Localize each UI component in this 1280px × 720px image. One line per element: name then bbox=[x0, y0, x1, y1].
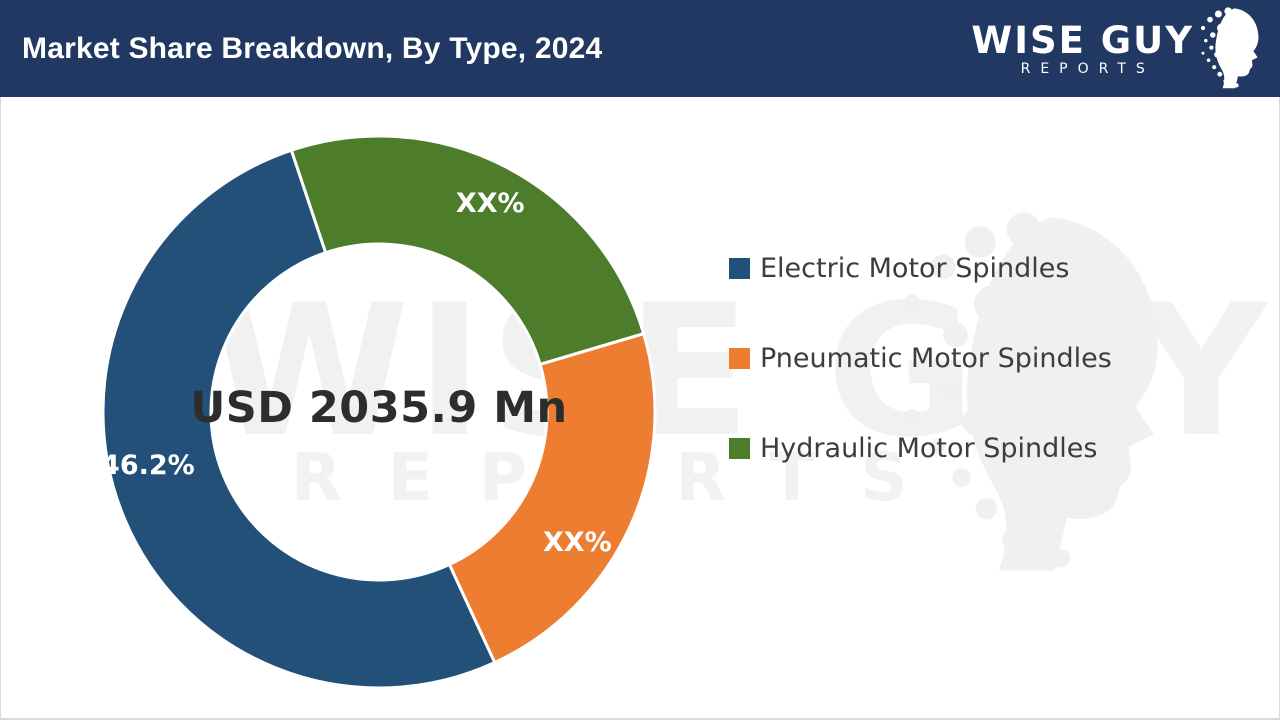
legend-item-electric-motor-spindles: Electric Motor Spindles bbox=[729, 252, 1112, 284]
chart-area: WISE GUY REPORTS 46.2%XX%XX% USD 2035.9 … bbox=[0, 97, 1280, 720]
brand-name: WISE GUY bbox=[971, 18, 1194, 62]
chart-legend: Electric Motor Spindles Pneumatic Motor S… bbox=[729, 252, 1112, 524]
legend-swatch-electric-motor-spindles bbox=[729, 257, 750, 279]
legend-item-pneumatic-motor-spindles: Pneumatic Motor Spindles bbox=[729, 342, 1112, 374]
donut-segment-hydraulic-motor-spindles bbox=[289, 134, 646, 366]
brand-subtitle: REPORTS bbox=[1020, 60, 1155, 77]
segment-label-pneumatic-motor-spindles: XX% bbox=[543, 527, 612, 558]
donut-chart: 46.2% XX% XX% bbox=[101, 134, 657, 690]
donut-center-value: USD 2035.9 Mn bbox=[190, 383, 568, 433]
segment-label-electric-motor-spindles: 46.2% bbox=[101, 450, 195, 481]
donut-segment-electric-motor-spindles bbox=[101, 148, 497, 690]
legend-item-hydraulic-motor-spindles: Hydraulic Motor Spindles bbox=[729, 432, 1112, 464]
header-bar: Market Share Breakdown, By Type, 2024 WI… bbox=[0, 0, 1280, 97]
segment-label-hydraulic-motor-spindles: XX% bbox=[456, 188, 525, 219]
legend-label-pneumatic-motor-spindles: Pneumatic Motor Spindles bbox=[760, 342, 1112, 374]
legend-label-electric-motor-spindles: Electric Motor Spindles bbox=[760, 252, 1070, 284]
brand-face-icon bbox=[1200, 6, 1259, 88]
legend-swatch-pneumatic-motor-spindles bbox=[729, 347, 750, 369]
brand-logo: WISE GUY REPORTS bbox=[971, 5, 1266, 93]
legend-label-hydraulic-motor-spindles: Hydraulic Motor Spindles bbox=[760, 432, 1098, 464]
brand-logo-text: WISE GUY REPORTS bbox=[971, 22, 1194, 76]
page-title: Market Share Breakdown, By Type, 2024 bbox=[22, 31, 603, 65]
legend-swatch-hydraulic-motor-spindles bbox=[729, 437, 750, 459]
donut-segment-pneumatic-motor-spindles bbox=[447, 332, 657, 665]
